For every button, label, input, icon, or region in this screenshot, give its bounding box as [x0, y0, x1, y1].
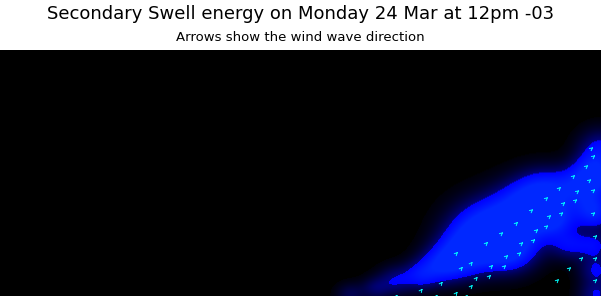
Text: Arrows show the wind wave direction: Arrows show the wind wave direction [176, 31, 425, 44]
Text: Secondary Swell energy on Monday 24 Mar at 12pm -03: Secondary Swell energy on Monday 24 Mar … [47, 5, 554, 23]
